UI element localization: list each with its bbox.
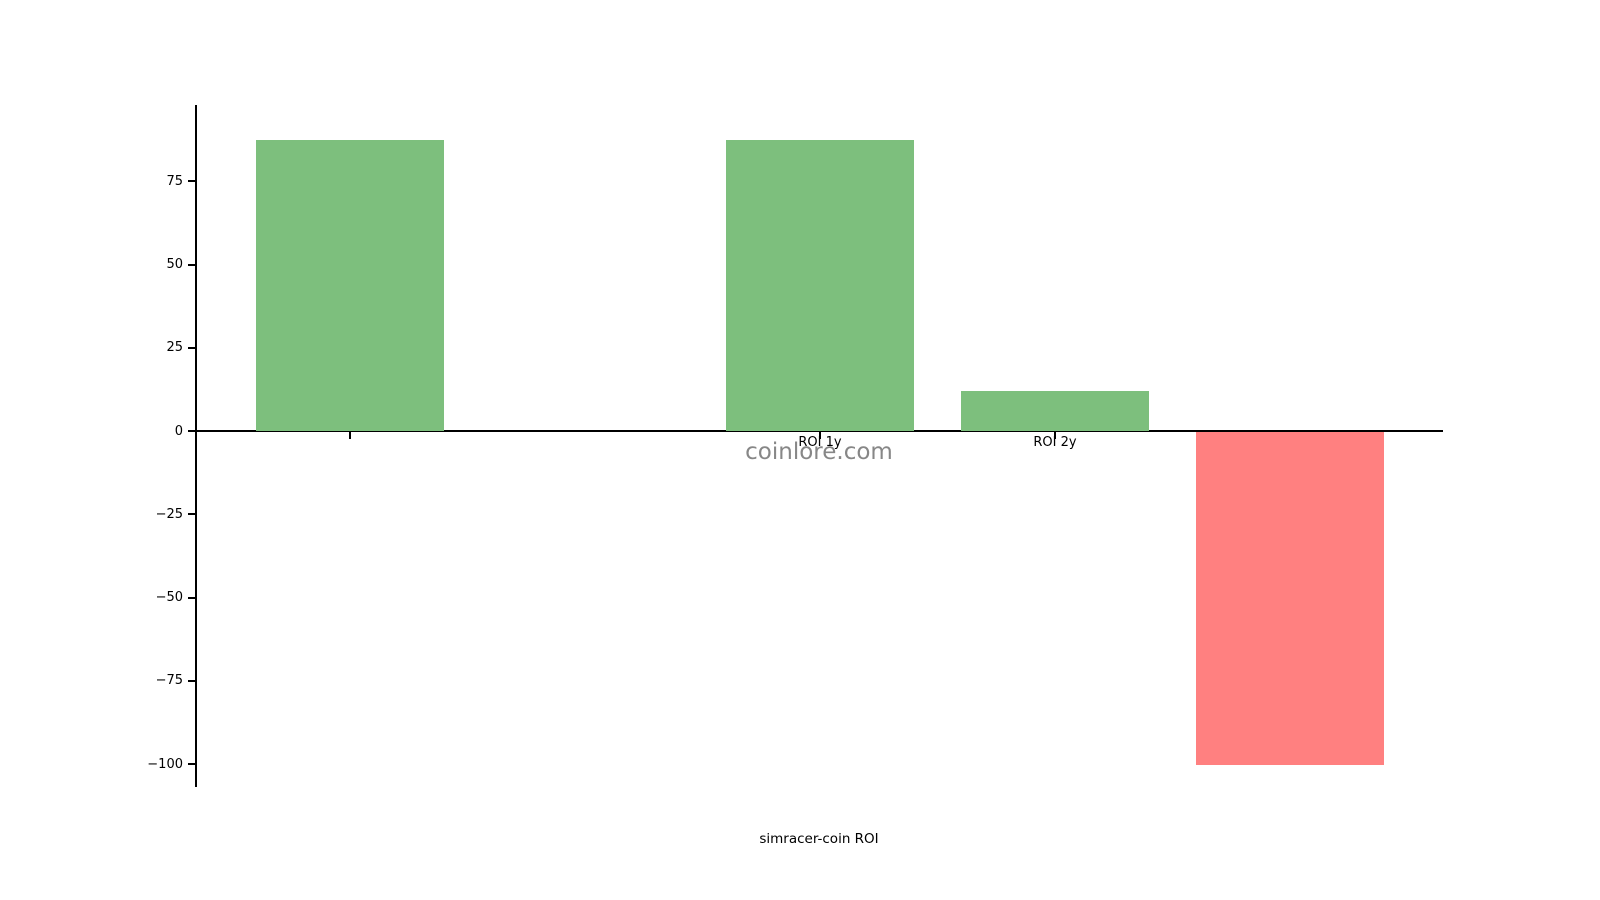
x-tick-mark — [1054, 432, 1056, 439]
watermark-text: coinlore.com — [745, 439, 893, 465]
y-tick-label: 50 — [166, 257, 183, 272]
bar-unlabeled-4 — [1196, 432, 1384, 765]
y-tick-mark — [188, 430, 195, 432]
x-tick-mark — [349, 432, 351, 439]
x-tick-label: ROI 2y — [1033, 435, 1077, 450]
y-tick-mark — [188, 679, 195, 682]
bar-unlabeled-1 — [256, 139, 444, 431]
y-tick-label: 25 — [166, 340, 183, 356]
y-tick-mark — [188, 513, 195, 516]
y-tick-mark — [188, 346, 195, 349]
y-tick-label: 75 — [166, 173, 183, 189]
x-tick-label: ROI 1y — [798, 435, 842, 450]
y-tick-mark — [188, 763, 195, 765]
y-tick-label: −75 — [155, 673, 183, 689]
y-axis-spine — [195, 105, 197, 787]
chart-title: simracer-coin ROI — [759, 831, 879, 847]
bar-roi-1y — [726, 139, 914, 431]
y-tick-label: −100 — [147, 756, 183, 772]
y-tick-label: −25 — [155, 506, 183, 522]
y-tick-mark — [188, 263, 195, 266]
y-tick-mark — [188, 596, 195, 599]
y-tick-mark — [188, 180, 195, 183]
bar-roi-2y — [961, 391, 1149, 431]
y-tick-label: 0 — [174, 423, 183, 439]
x-tick-mark — [819, 432, 821, 439]
y-tick-label: −50 — [155, 590, 183, 605]
x-axis-line — [195, 430, 1443, 432]
